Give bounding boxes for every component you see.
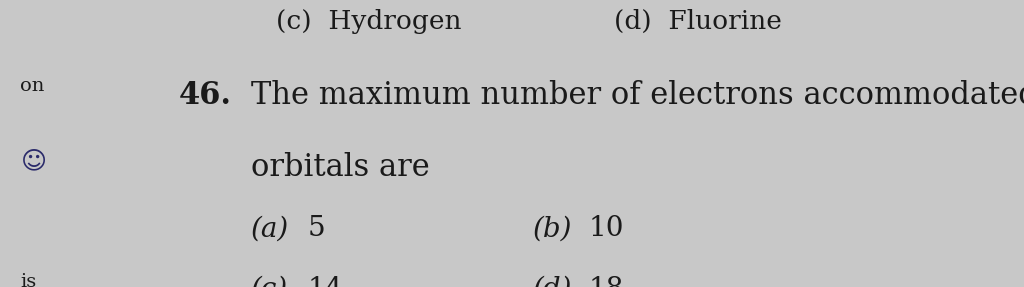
Text: ☺: ☺ [20, 149, 47, 173]
Text: 18: 18 [589, 276, 625, 287]
Text: 10: 10 [589, 215, 625, 242]
Text: on: on [20, 77, 45, 96]
Text: The maximum number of electrons accommodated in 5: The maximum number of electrons accommod… [251, 80, 1024, 111]
Text: 5: 5 [307, 215, 325, 242]
Text: (c): (c) [251, 276, 288, 287]
Text: (d): (d) [532, 276, 572, 287]
Text: (a): (a) [251, 215, 289, 242]
Text: 46.: 46. [179, 80, 232, 111]
Text: orbitals are: orbitals are [251, 152, 430, 183]
Text: is: is [20, 273, 37, 287]
Text: (b): (b) [532, 215, 572, 242]
Text: (c)  Hydrogen: (c) Hydrogen [276, 9, 462, 34]
Text: 14: 14 [307, 276, 343, 287]
Text: (d)  Fluorine: (d) Fluorine [614, 9, 782, 34]
